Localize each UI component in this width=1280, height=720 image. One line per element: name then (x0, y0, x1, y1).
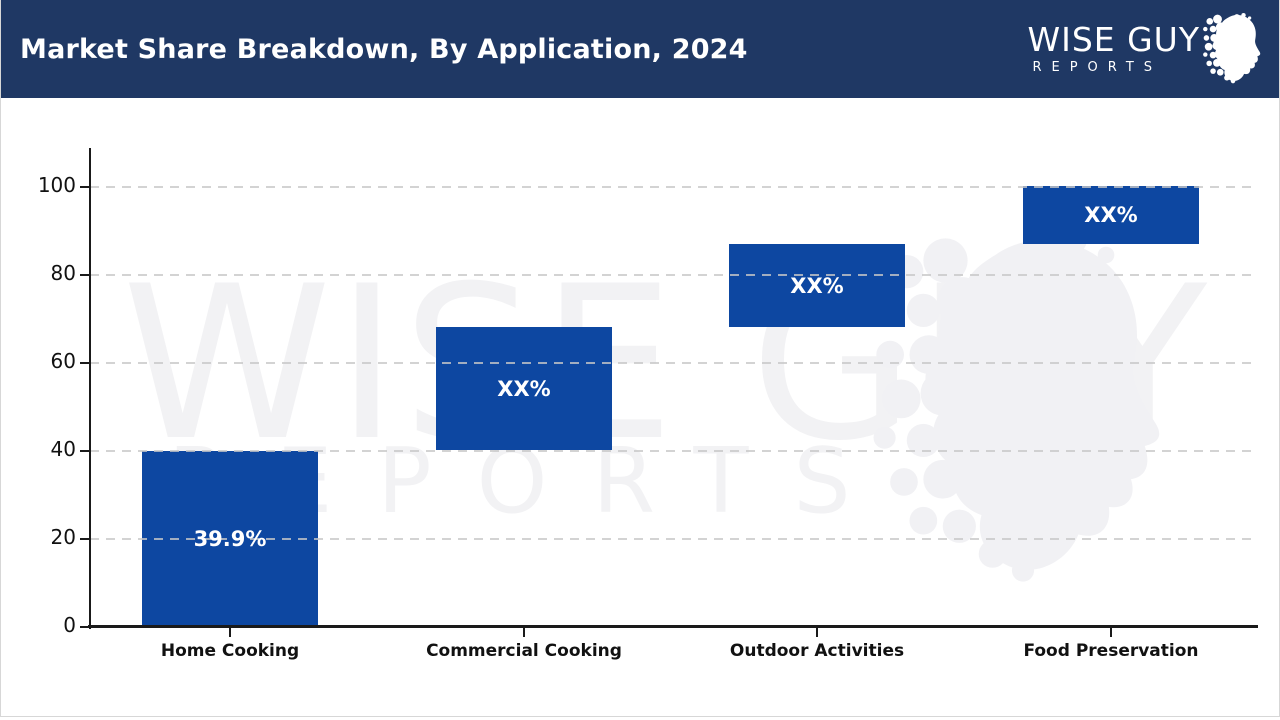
bar-commercial-cooking: XX% (436, 326, 612, 451)
y-axis-spine (89, 148, 91, 629)
y-tick-label: 20 (50, 525, 76, 549)
watermark-head-icon (868, 210, 1178, 610)
y-tick (80, 538, 89, 540)
x-axis-label-commercial-cooking: Commercial Cooking (426, 641, 622, 661)
bar-value-label: XX% (790, 273, 844, 298)
y-tick-label: 100 (37, 173, 76, 197)
y-tick (80, 450, 89, 452)
bar-value-label: XX% (1084, 203, 1138, 228)
x-tick (229, 628, 231, 637)
x-axis-spine (88, 625, 1258, 628)
x-axis-label-outdoor-activities: Outdoor Activities (729, 641, 905, 661)
y-tick (80, 186, 89, 188)
y-tick-label: 0 (63, 613, 76, 637)
bar-value-label: 39.9% (193, 527, 267, 552)
wiseguy-logo: WISE GUY REPORTS (1027, 10, 1264, 88)
x-tick (816, 628, 818, 637)
x-tick (523, 628, 525, 637)
y-tick-label: 40 (50, 437, 76, 461)
gridline (90, 538, 1258, 540)
x-tick (1110, 628, 1112, 637)
gridline (90, 274, 1258, 276)
logo-head-icon (1202, 10, 1264, 88)
y-tick (80, 626, 89, 628)
page-title: Market Share Breakdown, By Application, … (20, 33, 748, 65)
y-tick (80, 274, 89, 276)
bar-outdoor-activities: XX% (729, 244, 905, 327)
gridline (90, 186, 1258, 188)
bar-value-label: XX% (497, 376, 551, 401)
gridline (90, 450, 1258, 452)
x-axis-label-food-preservation: Food Preservation (1023, 641, 1199, 661)
x-axis-label-home-cooking: Home Cooking (160, 641, 300, 661)
y-tick-label: 80 (50, 261, 76, 285)
logo-subtext: REPORTS (1032, 60, 1163, 75)
logo-wordmark: WISE GUY (1027, 20, 1200, 59)
header-bar: Market Share Breakdown, By Application, … (0, 0, 1280, 98)
y-tick (80, 362, 89, 364)
logo-text: WISE GUY REPORTS (1027, 23, 1200, 75)
bar-food-preservation: XX% (1023, 186, 1199, 245)
y-tick-label: 60 (50, 349, 76, 373)
gridline (90, 362, 1258, 364)
